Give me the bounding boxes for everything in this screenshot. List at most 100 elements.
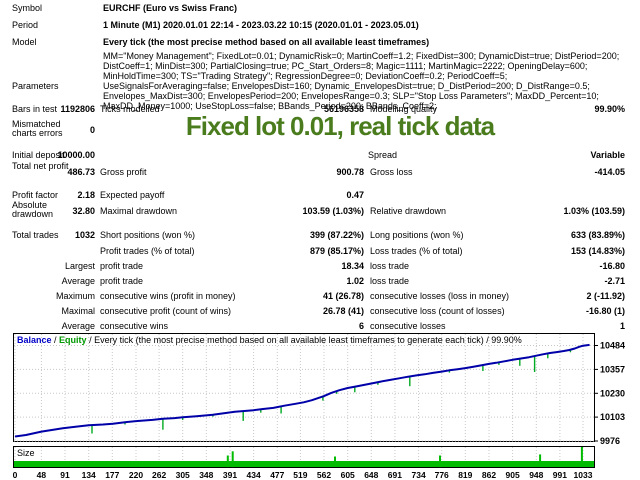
maximal-drawdown-value: 103.59 (1.03%) <box>302 206 364 216</box>
svg-text:48: 48 <box>37 470 47 480</box>
gross-loss-label: Gross loss <box>370 167 413 177</box>
row-symbol: Symbol EURCHF (Euro vs Swiss Franc) <box>0 3 640 17</box>
parameters-label: Parameters <box>12 81 59 91</box>
maximal-drawdown-label: Maximal drawdown <box>100 206 178 216</box>
row-mismatched-errors: Mismatched charts errors 0 <box>0 120 640 144</box>
svg-text:391: 391 <box>223 470 237 480</box>
legend-separator: / <box>51 335 60 345</box>
average-loss-trade-label: loss trade <box>370 276 410 286</box>
svg-text:91: 91 <box>60 470 70 480</box>
maximal-consec-loss-value: -16.80 (1) <box>585 306 625 316</box>
svg-text:177: 177 <box>105 470 119 480</box>
svg-text:220: 220 <box>129 470 143 480</box>
modelling-quality-value: 99.90% <box>594 104 625 114</box>
avg-consec-wins-label: consecutive wins <box>100 321 169 331</box>
avg-consec-losses-label: consecutive losses <box>370 321 446 331</box>
relative-drawdown-label: Relative drawdown <box>370 206 447 216</box>
banner-title: Fixed lot 0.01, real tick data <box>185 111 495 141</box>
svg-text:134: 134 <box>82 470 96 480</box>
relative-drawdown-value: 1.03% (103.59) <box>563 206 625 216</box>
row-total-trades: Total trades 1032 Short positions (won %… <box>0 230 640 244</box>
balance-chart-canvas: 0 48 91 134 177 220 262 305 348 391 434 477 519 562 60… <box>13 333 625 480</box>
row-bars-in-test: Bars in test 1192806 Ticks modelled 5619… <box>0 104 640 118</box>
svg-text:948: 948 <box>529 470 543 480</box>
initial-deposit-label: Initial deposit <box>12 150 65 160</box>
gross-profit-label: Gross profit <box>100 167 147 177</box>
profit-factor-label: Profit factor <box>12 190 59 200</box>
svg-text:434: 434 <box>247 470 261 480</box>
maximal-label: Maximal <box>61 306 95 316</box>
maximal-consec-loss-label: consecutive loss (count of losses) <box>370 306 505 316</box>
spread-label: Spread <box>368 150 398 160</box>
maximum-label: Maximum <box>55 291 95 301</box>
svg-text:10357: 10357 <box>600 364 625 374</box>
avg-consec-losses-value: 1 <box>619 321 625 331</box>
max-consec-losses-value: 2 (-11.92) <box>586 291 625 301</box>
average-profit-trade-label: profit trade <box>100 276 144 286</box>
largest-profit-trade-label: profit trade <box>100 261 144 271</box>
absolute-drawdown-value: 32.80 <box>72 206 95 216</box>
svg-text:0: 0 <box>13 470 18 480</box>
total-trades-label: Total trades <box>12 230 59 240</box>
svg-text:477: 477 <box>270 470 284 480</box>
row-profit-factor: Profit factor 2.18 Expected payoff 0.47 <box>0 190 640 204</box>
largest-label: Largest <box>64 261 95 271</box>
row-maximum-consecutive: Maximum consecutive wins (profit in mone… <box>0 291 640 305</box>
svg-text:905: 905 <box>506 470 520 480</box>
balance-chart: 0 48 91 134 177 220 262 305 348 391 434 477 519 562 60… <box>0 332 640 480</box>
average-profit-trade-value: 1.02 <box>346 276 364 286</box>
ticks-modelled-value: 56196358 <box>323 104 364 114</box>
profit-trades-value: 879 (85.17%) <box>309 246 364 256</box>
row-profit-trades: Profit trades (% of total) 879 (85.17%) … <box>0 246 640 260</box>
max-consec-wins-label: consecutive wins (profit in money) <box>100 291 236 301</box>
row-net-profit: Total net profit 486.73 Gross profit 900… <box>0 162 640 186</box>
net-profit-label: Total net profit <box>12 161 69 171</box>
svg-text:691: 691 <box>388 470 402 480</box>
total-trades-value: 1032 <box>74 230 95 240</box>
average-loss-trade-value: -2.71 <box>604 276 625 286</box>
model-label: Model <box>12 37 37 47</box>
gross-loss-value: -414.05 <box>594 167 625 177</box>
row-average-trade: Average profit trade 1.02 loss trade -2.… <box>0 276 640 290</box>
short-positions-value: 399 (87.22%) <box>309 230 364 240</box>
spread-value: Variable <box>590 150 625 160</box>
svg-text:10230: 10230 <box>600 388 625 398</box>
row-initial-deposit: Initial deposit 10000.00 Spread Variable <box>0 150 640 164</box>
largest-profit-trade-value: 18.34 <box>341 261 364 271</box>
avg-consec-wins-value: 6 <box>358 321 364 331</box>
period-label: Period <box>12 20 39 30</box>
initial-deposit-value: 10000.00 <box>57 150 95 160</box>
bars-in-test-value: 1192806 <box>60 104 95 114</box>
svg-text:562: 562 <box>317 470 331 480</box>
loss-trades-value: 153 (14.83%) <box>570 246 625 256</box>
maximal-consec-profit-label: consecutive profit (count of wins) <box>100 306 232 316</box>
largest-loss-trade-value: -16.80 <box>599 261 625 271</box>
ticks-modelled-label: Ticks modelled <box>100 104 160 114</box>
average-label: Average <box>61 276 95 286</box>
row-absolute-drawdown: Absolute drawdown 32.80 Maximal drawdown… <box>0 201 640 225</box>
net-profit-value: 486.73 <box>67 167 95 177</box>
svg-text:Size: Size <box>17 448 35 458</box>
symbol-label: Symbol <box>12 3 43 13</box>
svg-text:348: 348 <box>199 470 213 480</box>
expected-payoff-label: Expected payoff <box>100 190 165 200</box>
absolute-drawdown-label: Absolute drawdown <box>12 200 54 219</box>
row-period: Period 1 Minute (M1) 2020.01.01 22:14 - … <box>0 20 640 34</box>
max-consec-losses-label: consecutive losses (loss in money) <box>370 291 510 301</box>
legend-balance-label: Balance <box>17 335 52 345</box>
profit-factor-value: 2.18 <box>77 190 95 200</box>
svg-text:1033: 1033 <box>574 470 593 480</box>
mismatched-errors-value: 0 <box>89 125 95 135</box>
svg-text:519: 519 <box>293 470 307 480</box>
svg-text:10484: 10484 <box>600 341 625 351</box>
svg-text:305: 305 <box>176 470 190 480</box>
long-positions-value: 633 (83.89%) <box>570 230 625 240</box>
symbol-value: EURCHF (Euro vs Swiss Franc) <box>103 3 238 13</box>
avg-consec-label: Average <box>61 321 95 331</box>
svg-text:262: 262 <box>152 470 166 480</box>
mismatched-errors-label: Mismatched charts errors <box>12 119 63 138</box>
svg-text:819: 819 <box>458 470 472 480</box>
svg-text:648: 648 <box>364 470 378 480</box>
legend-model-text: / Every tick (the most precise method ba… <box>86 335 522 345</box>
